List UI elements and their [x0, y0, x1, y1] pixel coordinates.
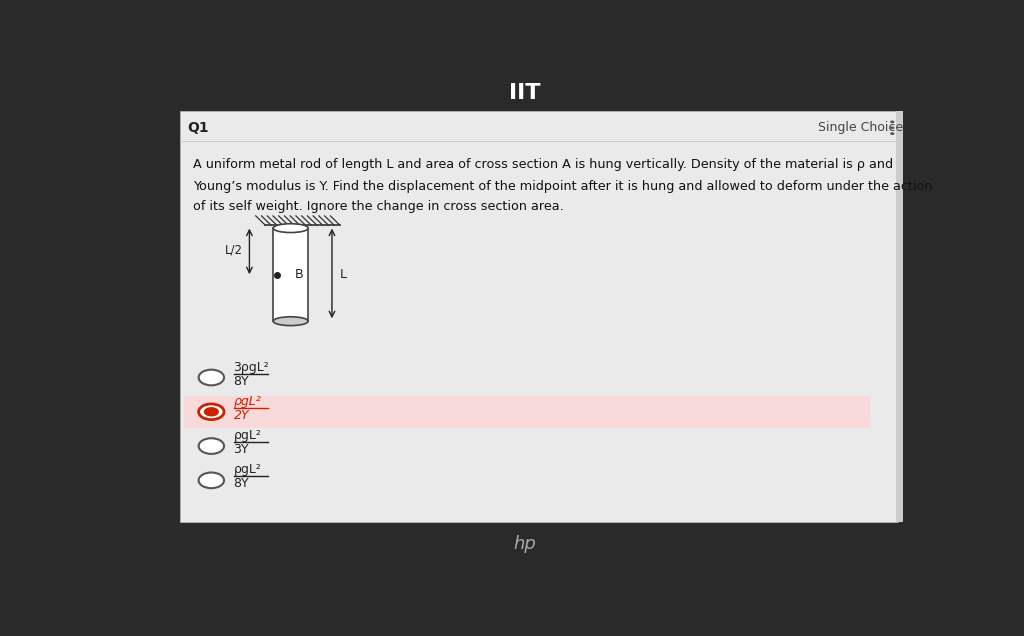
Circle shape	[890, 127, 894, 129]
Text: ρgL²: ρgL²	[233, 464, 261, 476]
Text: IIT: IIT	[509, 83, 541, 104]
Text: Single Choice: Single Choice	[818, 121, 903, 134]
Text: ρgL²: ρgL²	[233, 429, 261, 442]
Text: hp: hp	[513, 535, 537, 553]
Circle shape	[199, 438, 224, 454]
Circle shape	[199, 370, 224, 385]
Text: 2Y: 2Y	[233, 409, 249, 422]
Bar	[896, 111, 902, 522]
Text: 3Y: 3Y	[233, 443, 249, 456]
Text: L/2: L/2	[225, 244, 243, 257]
Bar	[183, 396, 870, 427]
Circle shape	[890, 132, 894, 135]
Text: A uniform metal rod of length L and area of cross section A is hung vertically. : A uniform metal rod of length L and area…	[194, 158, 893, 171]
Text: 3ρgL²: 3ρgL²	[233, 361, 269, 373]
Text: 8Y: 8Y	[233, 478, 249, 490]
Bar	[273, 228, 308, 321]
Bar	[179, 111, 898, 522]
Circle shape	[199, 404, 224, 420]
Text: Young’s modulus is Y. Find the displacement of the midpoint after it is hung and: Young’s modulus is Y. Find the displacem…	[194, 180, 933, 193]
Circle shape	[890, 120, 894, 123]
Text: of its self weight. Ignore the change in cross section area.: of its self weight. Ignore the change in…	[194, 200, 564, 212]
Text: L: L	[340, 268, 347, 281]
Ellipse shape	[273, 317, 308, 326]
Text: ρgL²: ρgL²	[233, 395, 261, 408]
Text: B: B	[295, 268, 303, 281]
Ellipse shape	[273, 224, 308, 233]
Text: 8Y: 8Y	[233, 375, 249, 387]
Text: Q1: Q1	[187, 121, 209, 135]
Circle shape	[204, 407, 219, 417]
Circle shape	[199, 473, 224, 488]
